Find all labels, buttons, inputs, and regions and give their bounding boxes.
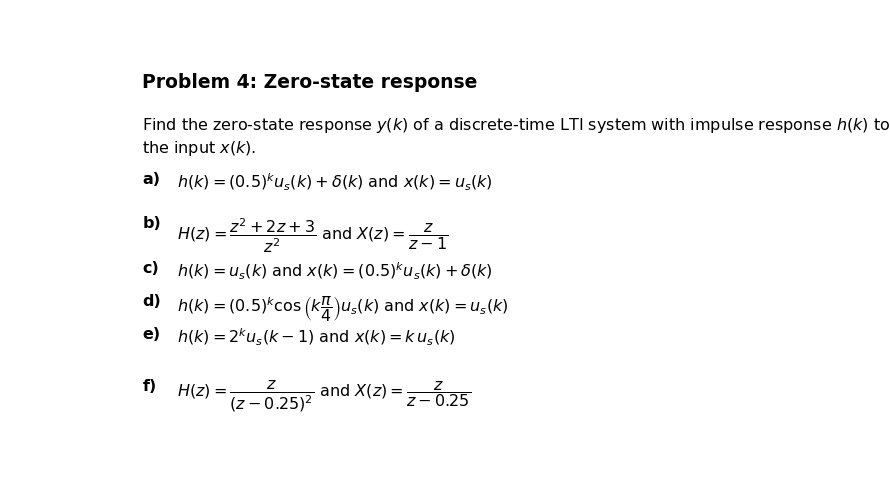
- Text: e): e): [142, 327, 160, 342]
- Text: $h(k) = u_s(k)$ and $x(k) = (0.5)^k u_s(k) + \delta(k)$: $h(k) = u_s(k)$ and $x(k) = (0.5)^k u_s(…: [177, 261, 493, 282]
- Text: a): a): [142, 172, 160, 187]
- Text: c): c): [142, 261, 159, 276]
- Text: Problem 4: Zero-state response: Problem 4: Zero-state response: [142, 73, 478, 92]
- Text: d): d): [142, 294, 161, 309]
- Text: b): b): [142, 216, 161, 231]
- Text: Find the zero-state response $y(k)$ of a discrete-time LTI system with impulse r: Find the zero-state response $y(k)$ of a…: [142, 116, 890, 135]
- Text: $H(z) = \dfrac{z^2 + 2z + 3}{z^2}$ and $X(z) = \dfrac{z}{z-1}$: $H(z) = \dfrac{z^2 + 2z + 3}{z^2}$ and $…: [177, 216, 448, 255]
- Text: $h(k) = 2^k u_s(k-1)$ and $x(k) = k\, u_s(k)$: $h(k) = 2^k u_s(k-1)$ and $x(k) = k\, u_…: [177, 327, 456, 348]
- Text: f): f): [142, 379, 157, 394]
- Text: the input $x(k)$.: the input $x(k)$.: [142, 139, 256, 158]
- Text: $h(k) = (0.5)^k \cos\left(k\dfrac{\pi}{4}\right) u_s(k)$ and $x(k) = u_s(k)$: $h(k) = (0.5)^k \cos\left(k\dfrac{\pi}{4…: [177, 294, 508, 324]
- Text: $h(k) = (0.5)^k u_s(k) + \delta(k)$ and $x(k) = u_s(k)$: $h(k) = (0.5)^k u_s(k) + \delta(k)$ and …: [177, 172, 493, 193]
- Text: $H(z) = \dfrac{z}{(z-0.25)^2}$ and $X(z) = \dfrac{z}{z-0.25}$: $H(z) = \dfrac{z}{(z-0.25)^2}$ and $X(z)…: [177, 379, 471, 414]
